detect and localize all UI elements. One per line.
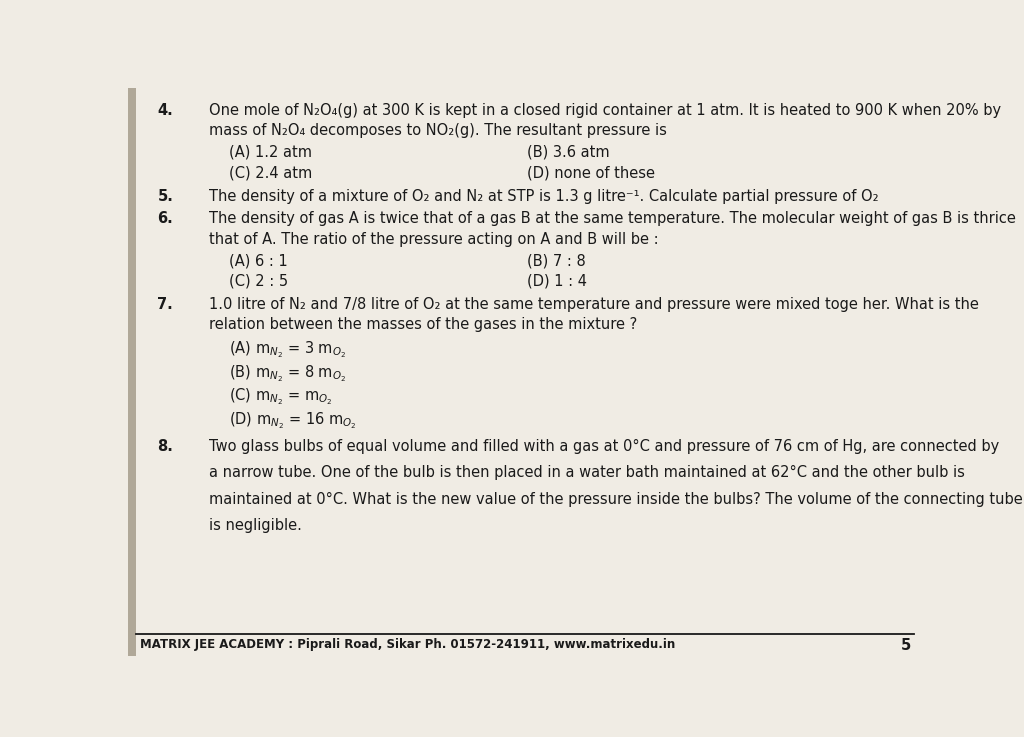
Text: 7.: 7.: [158, 297, 173, 312]
Text: mass of N₂O₄ decomposes to NO₂(g). The resultant pressure is: mass of N₂O₄ decomposes to NO₂(g). The r…: [209, 124, 668, 139]
Text: MATRIX JEE ACADEMY : Piprali Road, Sikar Ph. 01572-241911, www.matrixedu.in: MATRIX JEE ACADEMY : Piprali Road, Sikar…: [139, 638, 675, 652]
Text: 1.0 litre of N₂ and 7/8 litre of O₂ at the same temperature and pressure were mi: 1.0 litre of N₂ and 7/8 litre of O₂ at t…: [209, 297, 979, 312]
Text: (D) none of these: (D) none of these: [527, 165, 655, 181]
Text: (B) m$_{N_2}$ = 8 m$_{O_2}$: (B) m$_{N_2}$ = 8 m$_{O_2}$: [228, 363, 346, 384]
Text: 8.: 8.: [158, 439, 173, 454]
Text: (D) 1 : 4: (D) 1 : 4: [527, 273, 587, 288]
Text: (B) 3.6 atm: (B) 3.6 atm: [527, 145, 609, 160]
Text: (A) m$_{N_2}$ = 3 m$_{O_2}$: (A) m$_{N_2}$ = 3 m$_{O_2}$: [228, 340, 346, 360]
Text: One mole of N₂O₄(g) at 300 K is kept in a closed rigid container at 1 atm. It is: One mole of N₂O₄(g) at 300 K is kept in …: [209, 103, 1001, 118]
Text: maintained at 0°C. What is the new value of the pressure inside the bulbs? The v: maintained at 0°C. What is the new value…: [209, 492, 1023, 507]
Text: 5.: 5.: [158, 189, 173, 203]
Text: 5: 5: [900, 638, 910, 653]
Text: (D) m$_{N_2}$ = 16 m$_{O_2}$: (D) m$_{N_2}$ = 16 m$_{O_2}$: [228, 411, 356, 430]
Text: that of A. The ratio of the pressure acting on A and B will be :: that of A. The ratio of the pressure act…: [209, 231, 659, 247]
Text: (C) 2.4 atm: (C) 2.4 atm: [228, 165, 312, 181]
Text: (A) 6 : 1: (A) 6 : 1: [228, 253, 288, 268]
Text: The density of a mixture of O₂ and N₂ at STP is 1.3 g litre⁻¹. Calculate partial: The density of a mixture of O₂ and N₂ at…: [209, 189, 879, 203]
Text: (C) 2 : 5: (C) 2 : 5: [228, 273, 288, 288]
Text: Two glass bulbs of equal volume and filled with a gas at 0°C and pressure of 76 : Two glass bulbs of equal volume and fill…: [209, 439, 999, 454]
Text: (A) 1.2 atm: (A) 1.2 atm: [228, 145, 311, 160]
Text: is negligible.: is negligible.: [209, 518, 302, 534]
Text: The density of gas A is twice that of a gas B at the same temperature. The molec: The density of gas A is twice that of a …: [209, 212, 1016, 226]
Bar: [128, 88, 136, 656]
Text: (C) m$_{N_2}$ = m$_{O_2}$: (C) m$_{N_2}$ = m$_{O_2}$: [228, 387, 332, 408]
Text: (B) 7 : 8: (B) 7 : 8: [527, 253, 586, 268]
Text: relation between the masses of the gases in the mixture ?: relation between the masses of the gases…: [209, 318, 638, 332]
Text: 6.: 6.: [158, 212, 173, 226]
Text: 4.: 4.: [158, 103, 173, 118]
Text: a narrow tube. One of the bulb is then placed in a water bath maintained at 62°C: a narrow tube. One of the bulb is then p…: [209, 465, 966, 481]
